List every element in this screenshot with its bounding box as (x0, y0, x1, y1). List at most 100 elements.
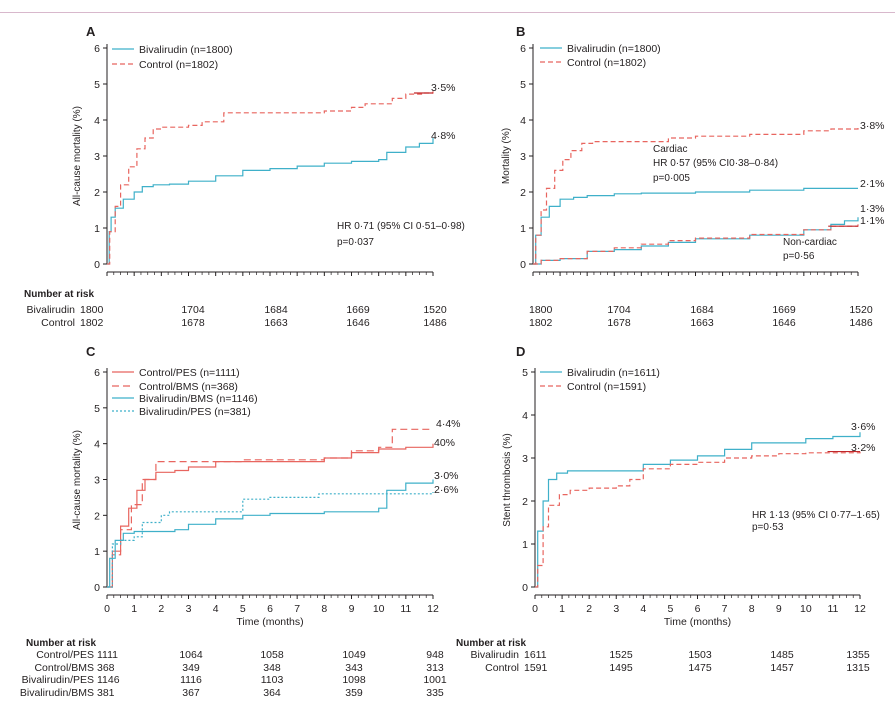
risk-value: 313 (426, 662, 444, 674)
annotation-text: Cardiac (653, 144, 687, 155)
x-tick-label: 2 (586, 603, 592, 615)
annotation-text: Non-cardiac (783, 237, 837, 248)
series-line (107, 428, 433, 588)
panel-letter: B (516, 24, 525, 39)
legend-label: Control/PES (n=1111) (139, 367, 240, 379)
y-tick-label: 6 (520, 43, 526, 55)
end-value-label: 2·1% (860, 178, 885, 190)
y-tick-label: 6 (94, 367, 100, 379)
risk-value: 1678 (607, 317, 631, 329)
end-value-label: 4·8% (431, 130, 456, 142)
y-tick-label: 3 (522, 453, 528, 465)
y-tick-label: 1 (522, 539, 528, 551)
x-tick-label: 2 (158, 603, 164, 615)
x-tick-label: 0 (532, 603, 538, 615)
risk-row-label: Bivalirudin/BMS (20, 687, 94, 699)
risk-value: 1684 (264, 304, 288, 316)
y-tick-label: 3 (94, 475, 100, 487)
risk-row-label: Control (41, 317, 75, 329)
risk-value: 1520 (849, 304, 873, 316)
series-line (107, 492, 434, 588)
y-tick-label: 1 (94, 546, 100, 558)
y-tick-label: 3 (520, 151, 526, 163)
series-line (107, 91, 434, 265)
risk-value: 1116 (180, 674, 202, 686)
risk-value: 1064 (179, 649, 203, 661)
y-axis-label: Mortality (%) (501, 128, 512, 184)
annotation-text: p=0·005 (653, 173, 690, 184)
y-tick-label: 2 (94, 510, 100, 522)
end-value-label: 40% (434, 437, 455, 449)
series-line (533, 224, 859, 265)
end-value-label: 3·8% (860, 120, 885, 132)
risk-row-label: Bivalirudin (27, 304, 76, 316)
x-tick-label: 1 (131, 603, 137, 615)
risk-value: 1669 (346, 304, 370, 316)
risk-value: 1525 (609, 649, 633, 661)
risk-value: 1315 (846, 662, 870, 674)
x-tick-label: 0 (104, 603, 110, 615)
series-line (535, 451, 861, 588)
y-tick-label: 1 (94, 223, 100, 235)
y-tick-label: 0 (522, 582, 528, 594)
risk-value: 1704 (607, 304, 631, 316)
risk-value: 348 (263, 662, 281, 674)
x-tick-label: 9 (776, 603, 782, 615)
risk-value: 1800 (529, 304, 553, 316)
x-tick-label: 9 (349, 603, 355, 615)
y-tick-label: 3 (94, 151, 100, 163)
risk-value: 1058 (260, 649, 284, 661)
risk-value: 1098 (342, 674, 366, 686)
panel-letter: D (516, 344, 525, 359)
x-tick-label: 4 (640, 603, 646, 615)
y-tick-label: 2 (520, 187, 526, 199)
y-tick-label: 5 (520, 79, 526, 91)
x-tick-label: 12 (427, 603, 439, 615)
annotation-text: p=0·53 (752, 522, 784, 533)
panel-letter: A (86, 24, 96, 39)
risk-value: 367 (182, 687, 200, 699)
end-value-label: 4·4% (436, 418, 461, 430)
y-axis-label: Stent thrombosis (%) (502, 433, 513, 526)
risk-row-label: Bivalirudin/PES (22, 674, 94, 686)
end-value-label: 3·0% (434, 470, 459, 482)
risk-table-header: Number at risk (26, 638, 96, 649)
y-tick-label: 5 (94, 403, 100, 415)
legend-label: Bivalirudin (n=1611) (567, 367, 660, 379)
risk-row-label: Control/PES (36, 649, 94, 661)
risk-value: 364 (263, 687, 281, 699)
risk-value: 1646 (346, 317, 370, 329)
risk-value: 1111 (97, 649, 118, 661)
series-line (533, 127, 859, 265)
risk-value: 359 (345, 687, 363, 699)
y-axis-label: All-cause mortality (%) (72, 106, 83, 206)
risk-value: 1486 (849, 317, 873, 329)
y-tick-label: 0 (520, 259, 526, 271)
page-top-rule (0, 0, 895, 13)
legend-label: Control (n=1802) (567, 57, 646, 69)
x-tick-label: 7 (294, 603, 300, 615)
x-tick-label: 5 (667, 603, 673, 615)
x-tick-label: 10 (800, 603, 812, 615)
y-tick-label: 5 (94, 79, 100, 91)
end-value-label: 3·6% (851, 421, 876, 433)
risk-value: 1503 (688, 649, 712, 661)
x-axis-label: Time (months) (236, 616, 303, 628)
risk-value: 1001 (423, 674, 447, 686)
legend-label: Control/BMS (n=368) (139, 381, 238, 393)
risk-table-header: Number at risk (24, 289, 94, 300)
y-tick-label: 6 (94, 43, 100, 55)
risk-value: 1049 (342, 649, 366, 661)
risk-value: 1457 (770, 662, 794, 674)
risk-value: 948 (426, 649, 444, 661)
annotation-text: HR 0·71 (95% CI 0·51–0·98) (337, 221, 465, 232)
end-value-label: 2·6% (434, 484, 459, 496)
panel-a: A 0 1 2 3 4 5 6 All-cause mortality (%) 3·5% 4·8% B… (24, 24, 465, 329)
panel-letter: C (86, 344, 96, 359)
panel-b: B 0 1 2 3 4 5 6 Mortality (%) 2·1% 3·8% 1·3%1·1% Biv… (501, 24, 885, 329)
x-tick-label: 5 (240, 603, 246, 615)
legend-label: Bivalirudin (n=1800) (139, 44, 233, 56)
x-tick-label: 11 (827, 603, 838, 615)
